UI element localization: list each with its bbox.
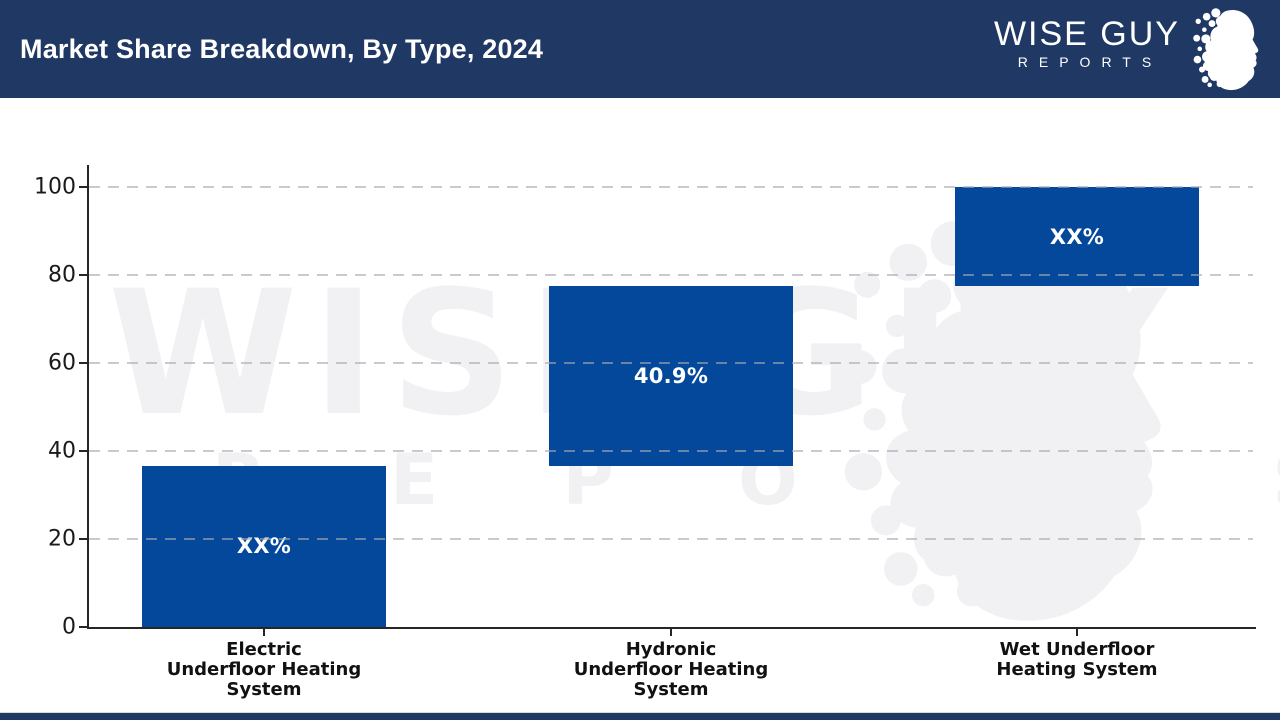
y-tick-label: 0 [62,614,76,640]
x-category-label: Electric Underfloor Heating System [166,639,362,700]
brand-subname: REPORTS [1017,54,1163,70]
bar-value-label: 40.9% [633,363,709,388]
brand-name: WISE GUY [993,15,1180,53]
footer-bar [0,713,1280,720]
header-bar: Market Share Breakdown, By Type, 2024 WI… [0,0,1280,98]
x-category-label: Hydronic Underfloor Heating System [573,639,769,700]
gridline [89,538,1253,540]
chart-title: Market Share Breakdown, By Type, 2024 [20,33,544,64]
y-tick-mark [79,362,87,364]
y-axis-line [87,165,89,629]
bar-segment: XX% [955,187,1199,286]
gridline [89,274,1253,276]
y-tick-label: 40 [48,438,76,464]
y-tick-label: 100 [34,174,76,200]
x-tick-mark [670,629,672,636]
y-tick-label: 20 [48,526,76,552]
x-tick-mark [263,629,265,636]
y-tick-mark [79,538,87,540]
y-tick-label: 80 [48,262,76,288]
x-axis-line [87,627,1256,629]
brand-logo: WISE GUY REPORTS [994,16,1180,70]
gridline [89,186,1253,188]
bar-segment: XX% [142,465,386,627]
gridline [89,450,1253,452]
y-tick-mark [79,450,87,452]
bar-value-label: XX% [1049,224,1105,249]
footer-divider [0,712,1280,713]
y-tick-mark [79,274,87,276]
y-tick-mark [79,186,87,188]
gridline [89,362,1253,364]
x-tick-mark [1076,629,1078,636]
y-tick-label: 60 [48,350,76,376]
x-category-label: Wet Underfloor Heating System [996,639,1158,680]
y-tick-mark [79,626,87,628]
brand-face-icon [1193,8,1259,91]
bar-segment: 40.9% [549,286,793,466]
